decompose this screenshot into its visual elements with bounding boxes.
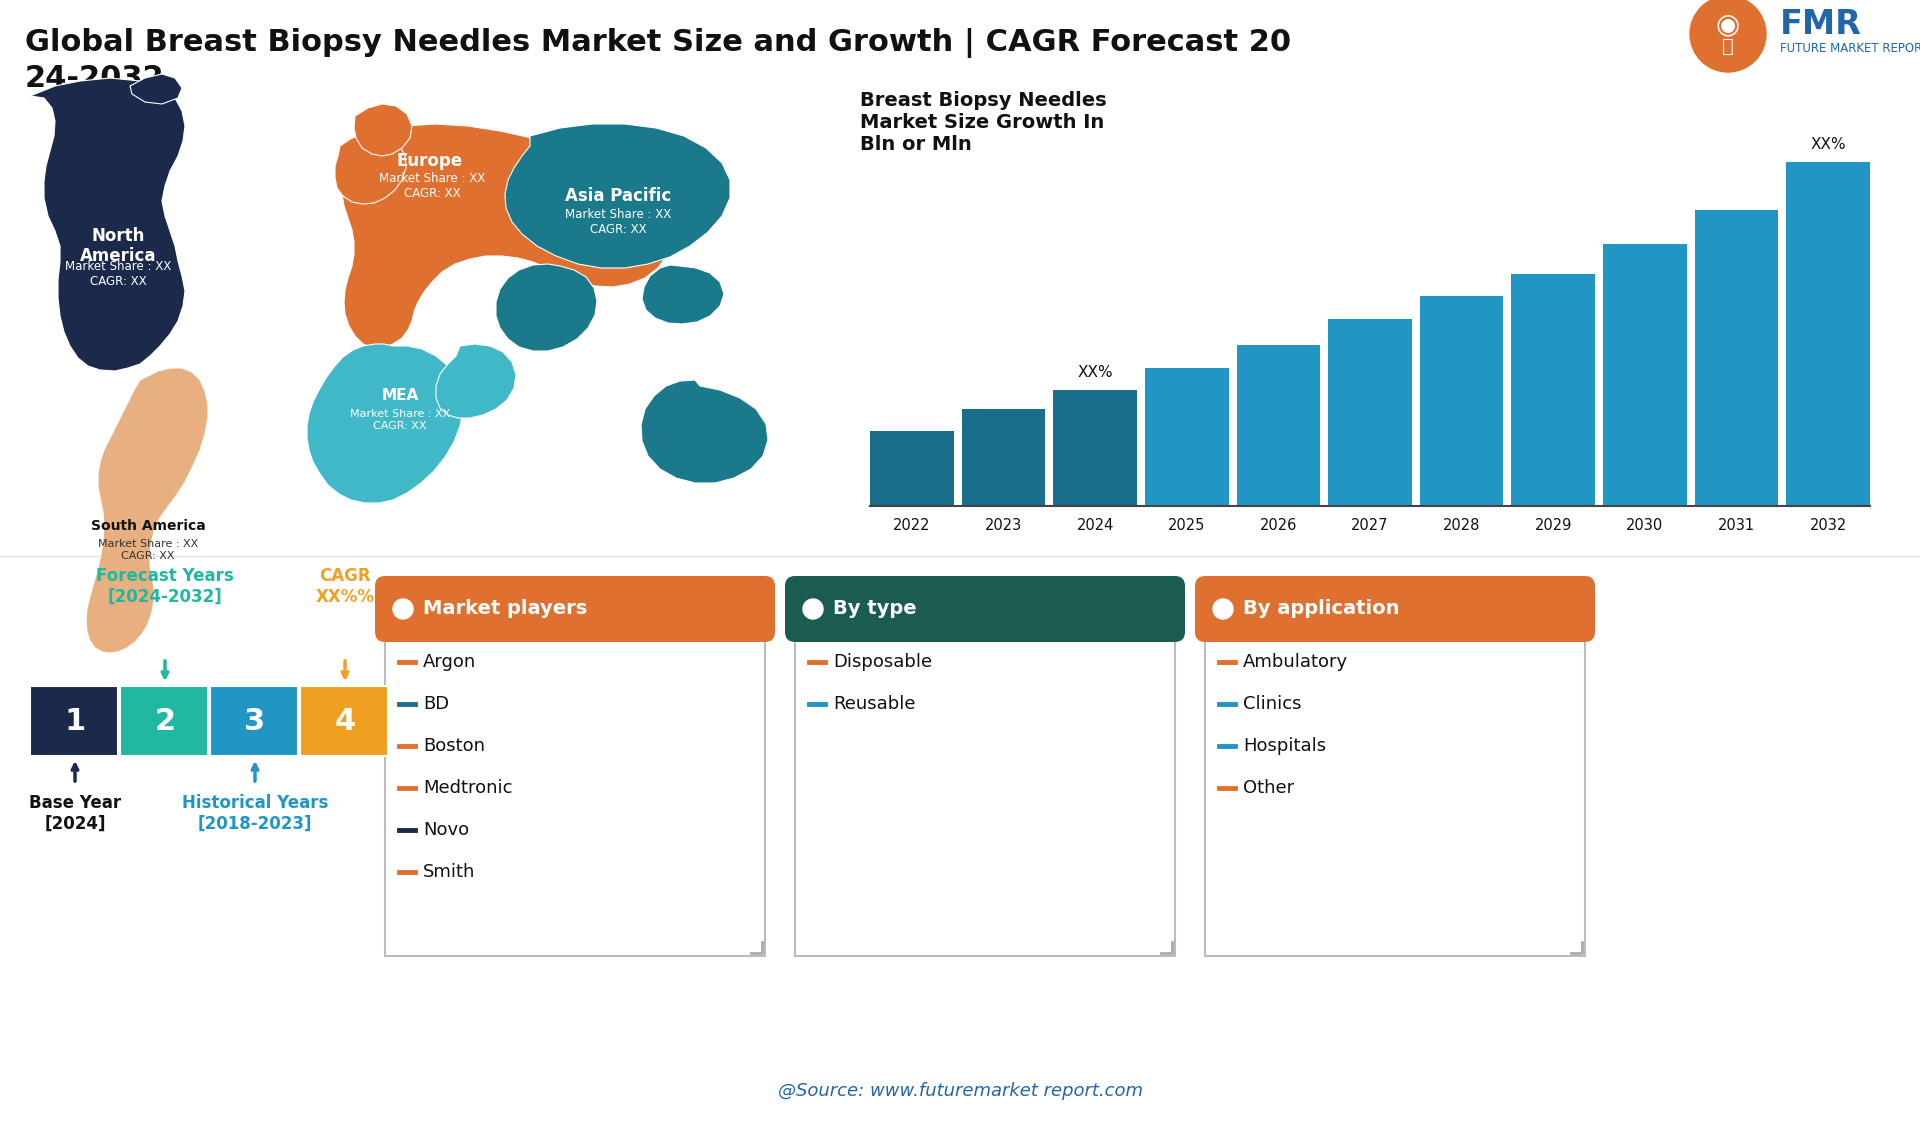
Circle shape: [1213, 599, 1233, 619]
Polygon shape: [353, 104, 413, 156]
Text: Clinics: Clinics: [1242, 694, 1302, 713]
Text: Medtronic: Medtronic: [422, 779, 513, 796]
Text: Smith: Smith: [422, 863, 476, 881]
Bar: [870, 431, 954, 507]
Bar: [1206, 631, 1586, 956]
Text: By application: By application: [1242, 599, 1400, 619]
Polygon shape: [31, 78, 184, 371]
Text: Market players: Market players: [422, 599, 588, 619]
Bar: [962, 409, 1044, 507]
Text: Market Share : XX
CAGR: XX: Market Share : XX CAGR: XX: [65, 260, 171, 288]
Text: 2028: 2028: [1444, 518, 1480, 533]
Text: Market Share : XX
CAGR: XX: Market Share : XX CAGR: XX: [378, 172, 486, 201]
Text: 2031: 2031: [1718, 518, 1755, 533]
Text: ◉: ◉: [1716, 10, 1740, 38]
Text: ⌒: ⌒: [1722, 37, 1734, 55]
Text: By type: By type: [833, 599, 916, 619]
Text: 2029: 2029: [1534, 518, 1572, 533]
Text: 2023: 2023: [985, 518, 1021, 533]
Bar: [1419, 297, 1503, 507]
Text: Breast Biopsy Needles
Market Size Growth In
Bln or Mln: Breast Biopsy Needles Market Size Growth…: [860, 91, 1106, 154]
Text: Base Year
[2024]: Base Year [2024]: [29, 794, 121, 833]
Text: 3: 3: [244, 706, 265, 736]
Bar: [1236, 345, 1321, 507]
Text: 2032: 2032: [1809, 518, 1847, 533]
Bar: [1054, 390, 1137, 507]
Text: Ambulatory: Ambulatory: [1242, 653, 1348, 672]
Text: 2026: 2026: [1260, 518, 1298, 533]
Bar: [300, 686, 388, 756]
Text: CAGR
XX%%: CAGR XX%%: [315, 567, 374, 606]
Polygon shape: [641, 380, 768, 482]
Text: 2022: 2022: [893, 518, 931, 533]
Text: Market Share : XX
CAGR: XX: Market Share : XX CAGR: XX: [98, 540, 198, 560]
Text: 2030: 2030: [1626, 518, 1663, 533]
Circle shape: [1690, 0, 1766, 72]
Bar: [1329, 319, 1411, 507]
Circle shape: [803, 599, 824, 619]
Text: XX%: XX%: [1077, 366, 1114, 380]
Text: North
America: North America: [81, 227, 156, 266]
Polygon shape: [505, 124, 730, 268]
Text: 2: 2: [154, 706, 175, 736]
Text: Europe: Europe: [397, 152, 463, 170]
Text: Novo: Novo: [422, 821, 468, 839]
Text: 2027: 2027: [1352, 518, 1388, 533]
Polygon shape: [340, 124, 672, 348]
FancyBboxPatch shape: [785, 576, 1185, 642]
Text: FUTURE MARKET REPORT: FUTURE MARKET REPORT: [1780, 41, 1920, 55]
Polygon shape: [307, 344, 463, 503]
Text: Boston: Boston: [422, 737, 486, 755]
Polygon shape: [131, 74, 182, 104]
Text: 2024: 2024: [1077, 518, 1114, 533]
Bar: [1695, 211, 1778, 507]
Bar: [31, 686, 117, 756]
Text: Market Share : XX
CAGR: XX: Market Share : XX CAGR: XX: [349, 409, 449, 431]
Text: 1: 1: [65, 706, 86, 736]
Text: Forecast Years
[2024-2032]: Forecast Years [2024-2032]: [96, 567, 234, 606]
Bar: [1144, 368, 1229, 507]
Text: Historical Years
[2018-2023]: Historical Years [2018-2023]: [182, 794, 328, 833]
Bar: [1786, 162, 1870, 507]
Text: FMR: FMR: [1780, 8, 1862, 40]
Text: 2025: 2025: [1167, 518, 1206, 533]
Text: Argon: Argon: [422, 653, 476, 672]
Text: South America: South America: [90, 519, 205, 533]
FancyBboxPatch shape: [374, 576, 776, 642]
Bar: [1603, 244, 1688, 507]
Polygon shape: [334, 134, 405, 204]
Polygon shape: [86, 368, 207, 653]
Text: 24-2032: 24-2032: [25, 64, 165, 93]
Text: BD: BD: [422, 694, 449, 713]
Text: Hospitals: Hospitals: [1242, 737, 1327, 755]
Text: 4: 4: [334, 706, 355, 736]
Text: Other: Other: [1242, 779, 1294, 796]
Text: @Source: www.futuremarket report.com: @Source: www.futuremarket report.com: [778, 1082, 1142, 1100]
Polygon shape: [495, 264, 597, 351]
Polygon shape: [436, 344, 516, 418]
Polygon shape: [641, 265, 724, 324]
Bar: [1511, 274, 1596, 507]
FancyBboxPatch shape: [1194, 576, 1596, 642]
Text: Asia Pacific: Asia Pacific: [564, 187, 672, 205]
Text: XX%: XX%: [1811, 136, 1845, 151]
Bar: [209, 686, 298, 756]
Bar: [795, 631, 1175, 956]
Text: Disposable: Disposable: [833, 653, 931, 672]
Bar: [119, 686, 207, 756]
Text: Market Share : XX
CAGR: XX: Market Share : XX CAGR: XX: [564, 209, 672, 236]
Text: MEA: MEA: [382, 388, 419, 403]
Text: Global Breast Biopsy Needles Market Size and Growth | CAGR Forecast 20: Global Breast Biopsy Needles Market Size…: [25, 28, 1290, 58]
Bar: [386, 631, 764, 956]
Text: Reusable: Reusable: [833, 694, 916, 713]
Circle shape: [394, 599, 413, 619]
